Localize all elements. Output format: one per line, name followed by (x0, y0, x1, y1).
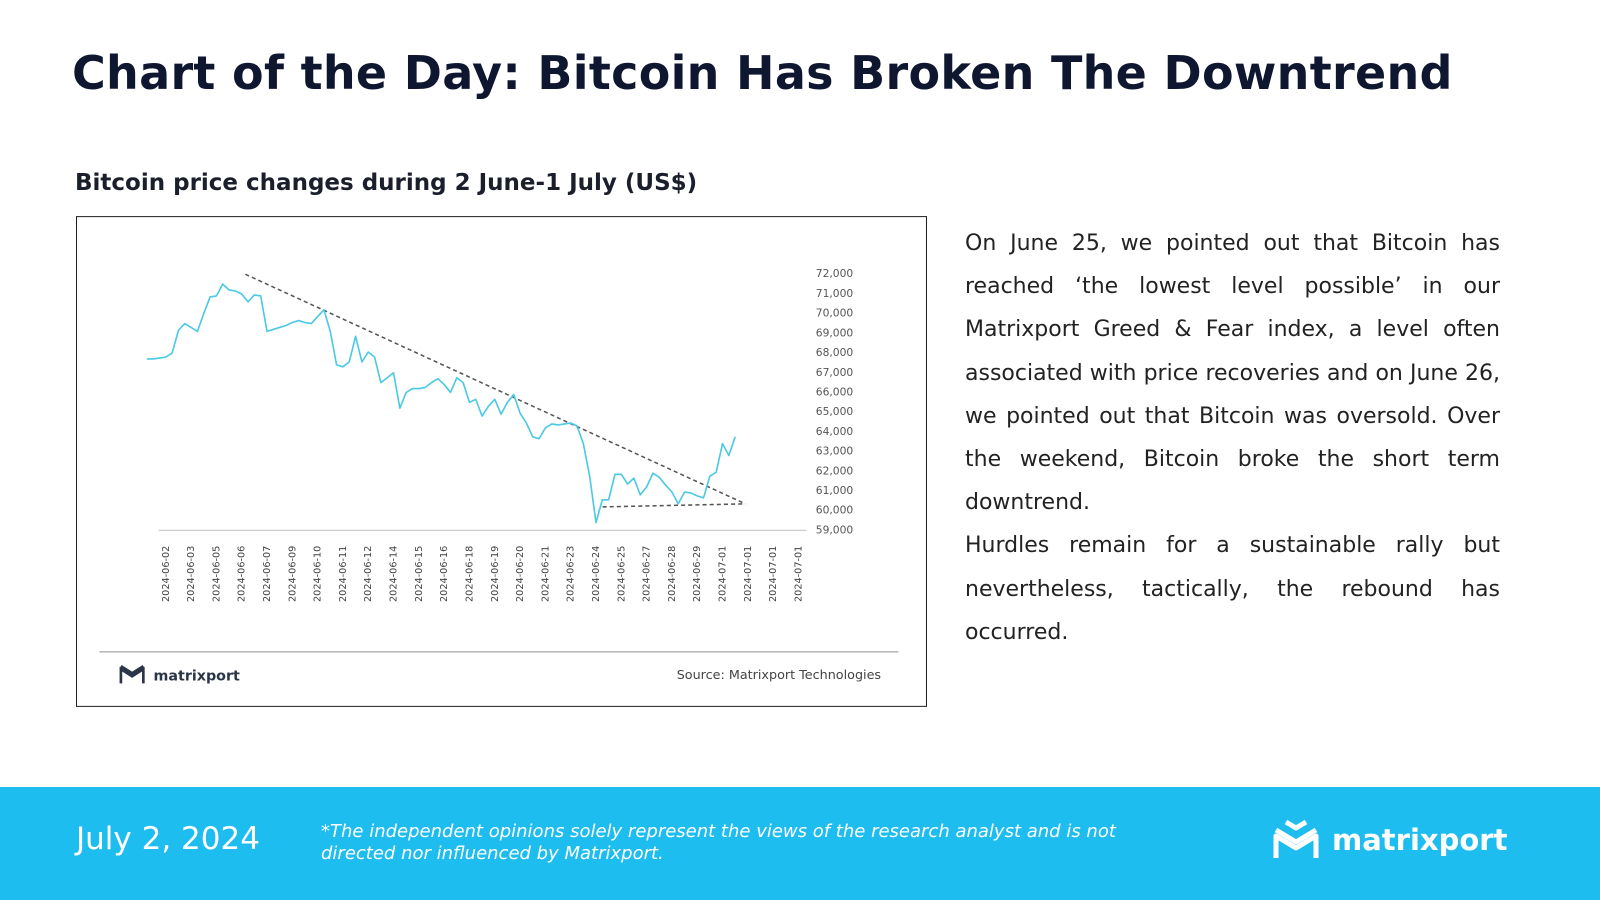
brand-icon (1273, 819, 1319, 858)
y-tick-label: 62,000 (816, 464, 854, 477)
x-tick-label: 2024-06-07 (262, 546, 273, 602)
x-tick-label: 2024-06-19 (490, 546, 501, 602)
y-tick-label: 70,000 (816, 307, 854, 320)
x-tick-label: 2024-06-05 (211, 546, 222, 602)
chart: matrixport Source: Matrixport Technologi… (76, 216, 927, 707)
x-tick-label: 2024-06-06 (237, 546, 248, 602)
y-tick-label: 66,000 (816, 385, 854, 398)
x-tick-label: 2024-07-01 (768, 546, 779, 602)
paragraph: Hurdles remain for a sustainable rally b… (965, 533, 1500, 645)
x-tick-label: 2024-06-09 (287, 546, 298, 602)
date: July 2, 2024 (76, 821, 260, 857)
y-tick-label: 61,000 (816, 484, 854, 497)
x-tick-label: 2024-06-02 (161, 546, 172, 602)
page-title: Chart of the Day: Bitcoin Has Broken The… (72, 46, 1453, 100)
x-tick-label: 2024-06-14 (389, 546, 400, 602)
x-tick-label: 2024-06-27 (642, 546, 653, 602)
x-tick-label: 2024-06-03 (186, 546, 197, 602)
x-tick-label: 2024-06-28 (667, 546, 678, 602)
y-tick-label: 65,000 (816, 405, 854, 418)
y-tick-label: 59,000 (816, 523, 854, 536)
x-tick-label: 2024-06-21 (540, 546, 551, 602)
y-tick-label: 68,000 (816, 346, 854, 359)
trend-line (245, 273, 746, 505)
chart-title: Bitcoin price changes during 2 June-1 Ju… (75, 170, 698, 196)
x-tick-label: 2024-06-10 (313, 546, 324, 602)
x-tick-label: 2024-06-12 (363, 546, 374, 602)
x-tick-label: 2024-07-01 (793, 546, 804, 602)
commentary: On June 25, we pointed out that Bitcoin … (965, 222, 1500, 654)
y-tick-label: 72,000 (816, 267, 854, 280)
x-tick-label: 2024-06-25 (616, 546, 627, 602)
x-tick-label: 2024-07-01 (743, 546, 754, 602)
brand-logo: matrixport (1272, 817, 1507, 863)
brand-text: matrixport (1332, 823, 1508, 857)
x-tick-label: 2024-06-16 (439, 546, 450, 602)
x-tick-label: 2024-06-18 (464, 546, 475, 602)
logo-text: matrixport (154, 668, 240, 684)
y-tick-label: 60,000 (816, 504, 854, 517)
x-tick-label: 2024-07-01 (718, 546, 729, 602)
x-tick-label: 2024-06-23 (566, 546, 577, 602)
y-tick-label: 67,000 (816, 366, 854, 379)
y-tick-label: 64,000 (816, 425, 854, 438)
x-tick-label: 2024-06-20 (515, 546, 526, 602)
support-line (602, 503, 746, 508)
x-tick-label: 2024-06-29 (692, 546, 703, 602)
source-note: Source: Matrixport Technologies (677, 668, 882, 683)
y-tick-label: 63,000 (816, 445, 854, 458)
paragraph: On June 25, we pointed out that Bitcoin … (965, 231, 1500, 516)
disclaimer: *The independent opinions solely represe… (321, 821, 1116, 864)
x-tick-label: 2024-06-15 (414, 546, 425, 602)
y-tick-label: 69,000 (816, 326, 854, 339)
price-line (146, 283, 736, 524)
footer: July 2, 2024 *The independent opinions s… (0, 787, 1600, 900)
y-tick-label: 71,000 (816, 287, 854, 300)
x-tick-label: 2024-06-24 (591, 546, 602, 602)
x-tick-label: 2024-06-11 (338, 546, 349, 602)
logo-icon (119, 664, 145, 684)
chart-frame (76, 216, 927, 707)
